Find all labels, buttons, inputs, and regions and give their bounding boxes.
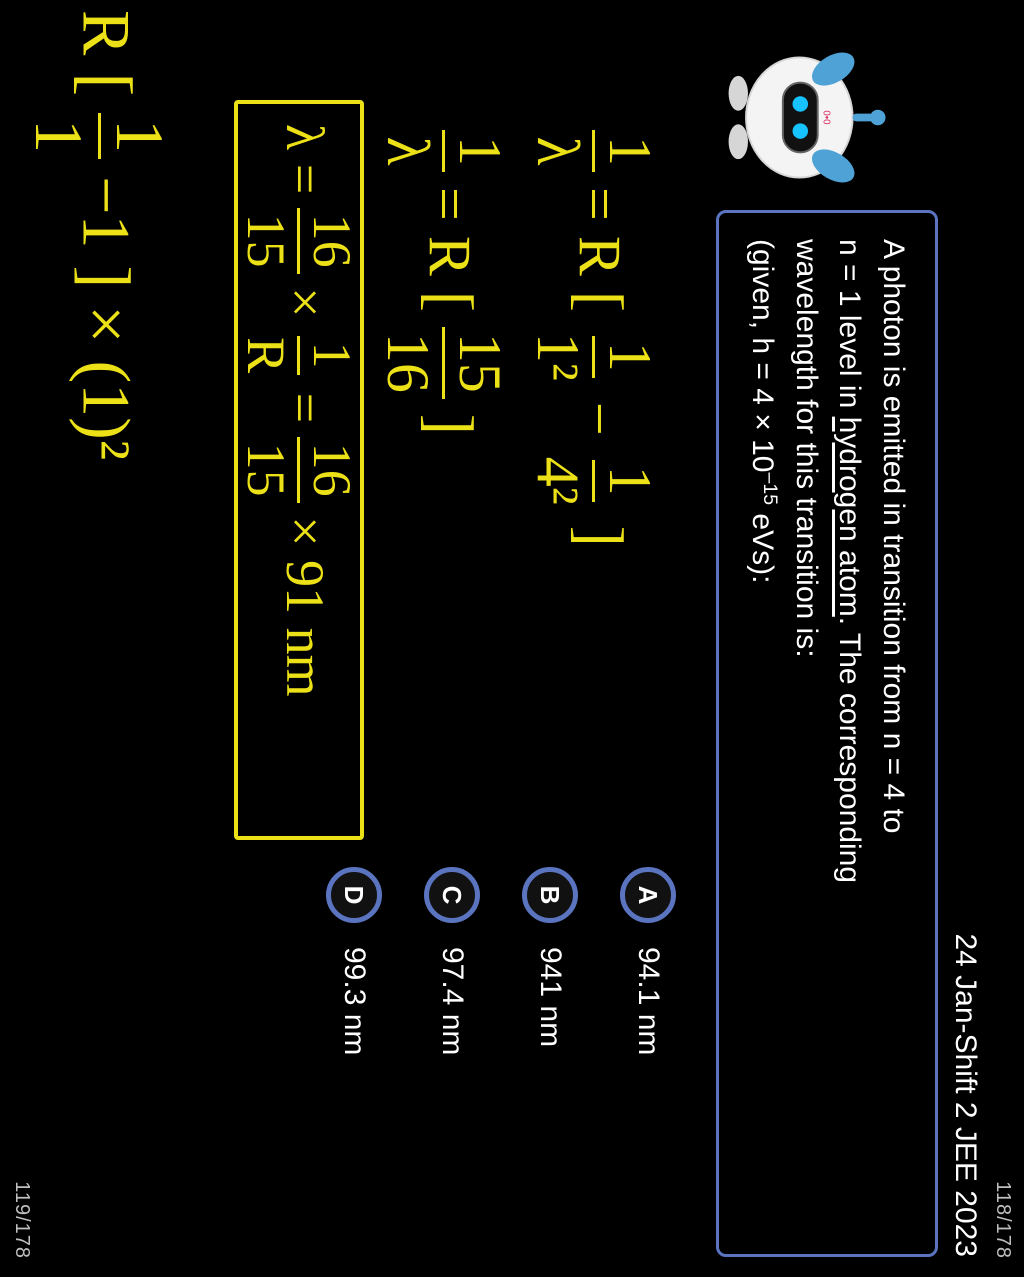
- eq3-eq: =: [275, 164, 335, 194]
- eq1-t2-den: 4²: [523, 451, 592, 511]
- bracket-l: [: [416, 291, 486, 312]
- question-line-2: n = 1 level in hydrogen atom. The corres…: [828, 239, 872, 1228]
- eqb-t1-den: 1: [20, 113, 98, 159]
- option-text: 97.4 nm: [435, 947, 469, 1055]
- handwriting-eq-bottom: R [ 1 1 −1 ] × (1)²: [20, 10, 179, 460]
- eq3-c-num: 16: [298, 437, 363, 503]
- eq3-a-den: 15: [235, 208, 297, 274]
- eq3-a-num: 16: [298, 208, 363, 274]
- eqb-close-mul: ] ×: [69, 266, 145, 344]
- question-line-1: A photon is emitted in transition from n…: [872, 239, 916, 1228]
- svg-text:0•0: 0•0: [821, 110, 832, 124]
- options-list: A 94.1 nm B 941 nm C 97.4 nm D 99.3 nm: [326, 867, 676, 1127]
- option-a[interactable]: A 94.1 nm: [620, 867, 676, 1127]
- eq1-t1-num: 1: [592, 336, 664, 378]
- handwriting-eq1: 1 λ = R [ 1 1² − 1 4² ]: [523, 130, 664, 547]
- eqb-minus: −1: [69, 176, 145, 248]
- option-d[interactable]: D 99.3 nm: [326, 867, 382, 1127]
- question-line-4: (given, h = 4 × 10–15 eVs):: [741, 239, 785, 1228]
- eq2-t-num: 15: [442, 327, 514, 399]
- option-c[interactable]: C 97.4 nm: [424, 867, 480, 1127]
- handwriting-eq3-box: λ = 16 15 × 1 R = 16 15 × 91 nm: [234, 100, 364, 840]
- eq1-t1-den: 1²: [523, 327, 592, 387]
- question-line-2a: n = 1 level in: [834, 239, 867, 417]
- eq3-times1: ×: [275, 287, 335, 317]
- bracket-r: ]: [416, 414, 486, 435]
- eq2-t-den: 16: [373, 327, 442, 399]
- pager-top: 118/178: [991, 1181, 1014, 1259]
- pager-bottom: 119/178: [10, 1181, 33, 1259]
- question-box: A photon is emitted in transition from n…: [716, 210, 938, 1257]
- eq3-tail: 91 nm: [275, 560, 335, 697]
- question-line-4b: eVs):: [747, 505, 780, 583]
- eqb-R: R: [69, 10, 145, 55]
- option-text: 941 nm: [533, 947, 567, 1047]
- option-text: 94.1 nm: [631, 947, 665, 1055]
- eq3-eq2: =: [275, 393, 335, 423]
- eq1-eq: =: [567, 187, 633, 221]
- eq1-minus: −: [567, 402, 633, 436]
- eqb-t1-num: 1: [98, 113, 179, 159]
- eq1-R: R: [567, 236, 633, 276]
- option-text: 99.3 nm: [337, 947, 371, 1055]
- eq3-c-den: 15: [235, 437, 297, 503]
- option-key: B: [522, 867, 578, 923]
- option-key: C: [424, 867, 480, 923]
- handwriting-eq3: λ = 16 15 × 1 R = 16 15 × 91 nm: [235, 124, 362, 697]
- eq2-lhs-den: λ: [373, 130, 442, 171]
- question-sup: –15: [760, 473, 782, 506]
- bracket-l: [: [68, 72, 147, 96]
- question-line-2b: . The corresponding: [834, 617, 867, 883]
- eq1-lhs-den: λ: [523, 130, 592, 171]
- eq3-b-num: 1: [298, 336, 363, 375]
- bracket-l: [: [566, 291, 636, 312]
- question-line-4a: (given, h = 4 × 10: [747, 239, 780, 473]
- eq2-lhs-num: 1: [442, 130, 514, 172]
- handwriting-eq2: 1 λ = R [ 15 16 ]: [373, 130, 514, 435]
- eq1-lhs-num: 1: [592, 130, 664, 172]
- option-b[interactable]: B 941 nm: [522, 867, 578, 1127]
- question-underline: hydrogen atom: [834, 417, 867, 617]
- exam-tag: 24 Jan-Shift 2 JEE 2023: [948, 933, 982, 1257]
- option-key: A: [620, 867, 676, 923]
- eq2-R: R: [417, 236, 483, 276]
- option-key: D: [326, 867, 382, 923]
- bracket-r: ]: [566, 526, 636, 547]
- eqb-tail: (1)²: [69, 361, 145, 461]
- eq3-times2: ×: [275, 516, 335, 546]
- eq2-eq: =: [417, 187, 483, 221]
- eq3-lam: λ: [275, 124, 335, 150]
- question-line-3: wavelength for this transition is:: [785, 239, 829, 1228]
- eq1-t2-num: 1: [592, 460, 664, 502]
- robot-avatar-icon: 0•0: [724, 40, 894, 195]
- eq3-b-den: R: [235, 331, 297, 379]
